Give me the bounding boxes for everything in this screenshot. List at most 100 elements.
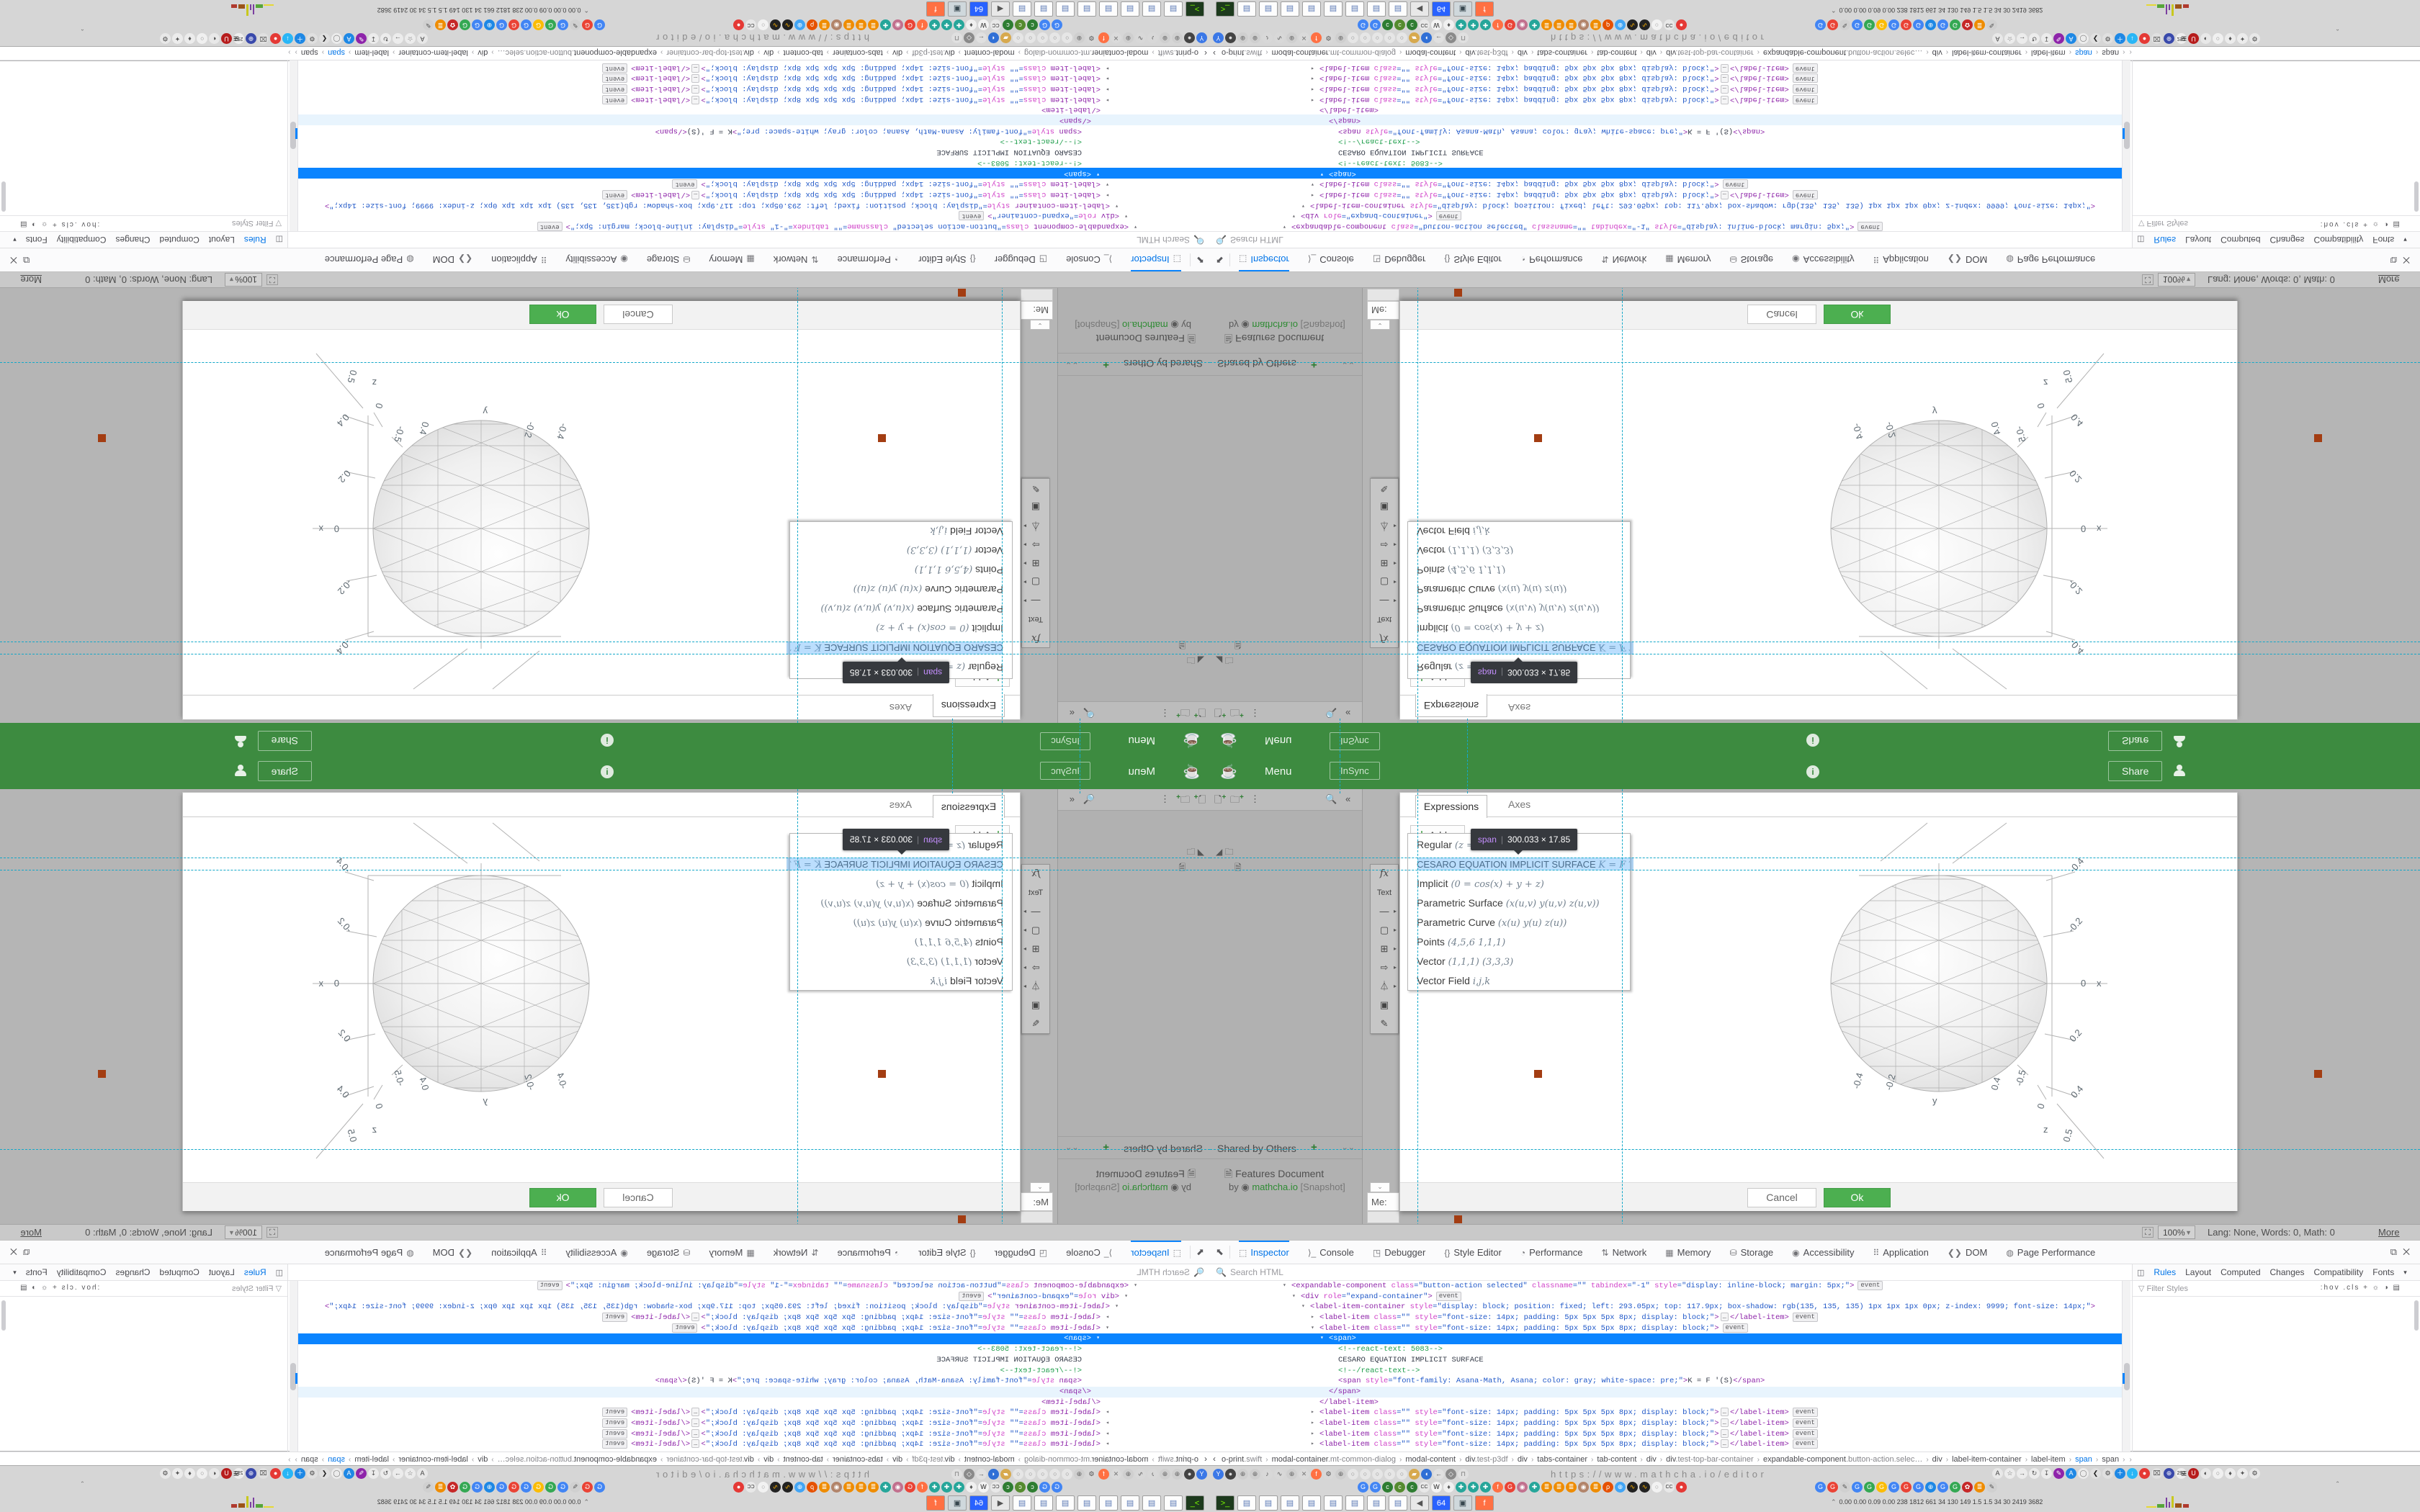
arrow-icon[interactable]: → <box>393 32 403 44</box>
devtools-tab-dom[interactable]: ❮❯DOM <box>1947 1247 1988 1258</box>
breadcrumb-item[interactable]: div.test-p3df <box>1465 1455 1508 1464</box>
stack-icon[interactable]: ≣ <box>1974 1482 1985 1493</box>
markup-line[interactable]: ▸ <label-item class="" style="font-size: … <box>298 1313 1210 1323</box>
markup-line[interactable]: ▸ <label-item class="" style="font-size: … <box>298 62 1210 73</box>
firefox-window[interactable]: f <box>926 1495 945 1511</box>
menu-item-vector[interactable]: Vector (1,1,1) (3,3,3) <box>906 955 1003 968</box>
menu-item-regular[interactable]: Regular (z = <box>1417 839 1474 851</box>
collapse-section-icon[interactable]: ⌄⌄ <box>1065 1143 1079 1152</box>
breadcrumb-scroll-right-icon[interactable]: › <box>288 48 291 56</box>
insync-button[interactable]: InSync <box>1330 732 1380 750</box>
devtools-corner-icons[interactable]: ⧉✕ <box>2390 1246 2416 1257</box>
notepad-window[interactable]: ▤ <box>1389 1 1407 17</box>
chat-input[interactable] <box>1367 289 1399 301</box>
menu-item-parametric-curve[interactable]: Parametric Curve (x(u) y(u) z(u)) <box>853 583 1003 595</box>
sidebar-tab-compatibility[interactable]: Compatibility <box>2313 235 2364 245</box>
coffee-icon[interactable]: c <box>1003 1482 1013 1493</box>
notepad-window[interactable]: ▤ <box>1164 1 1183 17</box>
markup-line[interactable]: ▾ <expandable-component class="button-act… <box>1210 1281 2122 1292</box>
wave-icon[interactable]: ∿ <box>1135 1469 1146 1480</box>
devtools-tab-application[interactable]: ⠿Application <box>491 254 547 265</box>
breadcrumb-item[interactable]: tab-content <box>1597 48 1637 57</box>
zoom-select[interactable]: 100% ▼ <box>225 273 262 287</box>
breadcrumb-item[interactable]: span <box>300 1455 318 1464</box>
radio-icon[interactable]: ○ <box>1360 32 1371 43</box>
cancel-button[interactable]: Cancel <box>604 1188 673 1207</box>
kebab-menu-icon[interactable]: ⋮ <box>1250 793 1260 804</box>
sidebar-tab-compatibility[interactable]: Compatibility <box>2313 1267 2364 1277</box>
thumb-icon[interactable]: ♦ <box>2225 32 2236 44</box>
music-icon[interactable]: ♪ <box>1147 1469 1158 1480</box>
download-icon[interactable]: ↧ <box>2041 32 2052 44</box>
image-icon[interactable]: ▣ <box>1379 502 1389 513</box>
coffee-icon[interactable]: c <box>1027 1482 1038 1493</box>
globe-icon[interactable]: ⊕ <box>794 1482 805 1493</box>
puzzle-icon[interactable]: ✚ <box>1480 1482 1491 1493</box>
breadcrumb-scroll-right-icon[interactable]: › <box>2129 1456 2132 1464</box>
google-icon[interactable]: G <box>1827 19 1838 30</box>
breadcrumb-item[interactable]: div <box>1932 48 1942 57</box>
puzzle-icon[interactable]: ✚ <box>954 1482 964 1493</box>
devtools-tab-debugger[interactable]: ◳Debugger <box>994 1247 1048 1258</box>
markup-line[interactable]: ▸ <label-item class="" style="font-size: … <box>1210 1418 2122 1429</box>
google-icon[interactable]: G <box>1937 1482 1948 1493</box>
floppy-window[interactable]: 64 <box>969 1495 988 1511</box>
tray-chevron-icon[interactable]: ＾ <box>79 21 86 30</box>
globe-icon[interactable]: ⊕ <box>1160 32 1170 43</box>
new-folder-icon[interactable]: 🗀+ <box>1176 793 1190 805</box>
notepad-window[interactable]: ▤ <box>1013 1495 1031 1511</box>
markup-scrollbar[interactable] <box>290 60 298 231</box>
markup-search-bar[interactable]: 🔍Search HTML <box>286 1264 1210 1281</box>
breadcrumb-item[interactable]: div <box>478 48 488 57</box>
radio-icon[interactable]: ○ <box>1397 32 1407 43</box>
markup-line[interactable]: ▸ <label-item class="" style="font-size: … <box>1210 62 2122 73</box>
avatar-icon[interactable]: ◉ <box>831 19 842 30</box>
devtools-tab-page-performance[interactable]: ◍Page Performance <box>2006 254 2096 265</box>
markup-line[interactable]: ▾ <label-item class="" style="font-size: … <box>1210 179 2122 189</box>
monitor-icon[interactable]: ∿ <box>1639 19 1650 30</box>
markup-search-bar[interactable]: 🔍Search HTML <box>286 231 1210 248</box>
breadcrumb-item[interactable]: div.test-p3df <box>912 1455 955 1464</box>
add-shared-icon[interactable]: + <box>1103 359 1109 371</box>
stack-icon[interactable]: ≣ <box>856 19 866 30</box>
flower-icon[interactable]: ✿ <box>447 19 458 30</box>
stack-icon[interactable]: ≣ <box>868 1482 879 1493</box>
radio-icon[interactable]: ○ <box>1372 32 1383 43</box>
notepad-window[interactable]: ▤ <box>1077 1 1096 17</box>
tools-icon[interactable]: ✦ <box>2237 32 2248 44</box>
add-shared-icon[interactable]: + <box>1103 1141 1109 1153</box>
stack-icon[interactable]: ≣ <box>819 19 830 30</box>
puzzle-icon[interactable]: ✚ <box>1529 19 1540 30</box>
pencil-icon[interactable]: ✎ <box>1986 19 1997 30</box>
download-icon[interactable]: ↧ <box>368 32 379 44</box>
chat-collapse-tab[interactable]: ⌄ <box>1370 1182 1390 1192</box>
devtools-tab-console[interactable]: ⟩_Console <box>1066 254 1113 265</box>
notepad-window[interactable]: ▤ <box>1237 1495 1256 1511</box>
google-icon[interactable]: G <box>508 19 519 30</box>
speaker-window[interactable]: ◀ <box>991 1495 1010 1511</box>
tab-axes[interactable]: Axes <box>1508 702 1531 714</box>
table-icon[interactable]: ⊞ ▸ <box>1380 943 1397 954</box>
markup-line[interactable]: </label-item> <box>1319 105 1379 114</box>
menu-item-parametric-surface[interactable]: Parametric Surface (x(u,v) y(u,v) z(u,v)… <box>1417 603 1600 615</box>
devtools-tab-style-editor[interactable]: {}Style Editor <box>1444 1247 1502 1258</box>
tab-expressions[interactable]: Expressions <box>1415 795 1487 818</box>
menu-item-vector[interactable]: Vector (1,1,1) (3,3,3) <box>1417 955 1514 968</box>
music-icon[interactable]: ♪ <box>1262 1469 1273 1480</box>
pane-toggle-icon[interactable]: ◫ <box>2137 235 2145 244</box>
devtools-tab-page-performance[interactable]: ◍Page Performance <box>324 1247 414 1258</box>
coffee-icon[interactable]: c <box>1382 1482 1393 1493</box>
sidebar-tab-layout[interactable]: Layout <box>208 1267 235 1277</box>
menu-item-vector-field[interactable]: Vector Field i,j,k <box>929 525 1003 537</box>
back-arrow-icon[interactable]: ← <box>976 1469 987 1480</box>
bookmark-icon[interactable]: Y <box>1213 1469 1224 1480</box>
notepad-window[interactable]: ▤ <box>1237 1 1256 17</box>
contrast-icon[interactable]: ◐ <box>209 32 220 44</box>
badge-292-icon[interactable]: 292 <box>2176 1468 2187 1480</box>
breadcrumb-item[interactable]: modal-content <box>1405 1455 1456 1464</box>
devtools-tab-inspector[interactable]: ⬚Inspector <box>1239 248 1289 271</box>
notepad-window[interactable]: ▤ <box>1142 1 1161 17</box>
pencil-icon[interactable]: ✎ <box>570 1482 581 1493</box>
ring-icon[interactable]: ○ <box>758 19 768 30</box>
globe-icon[interactable]: ⊕ <box>1286 1469 1297 1480</box>
